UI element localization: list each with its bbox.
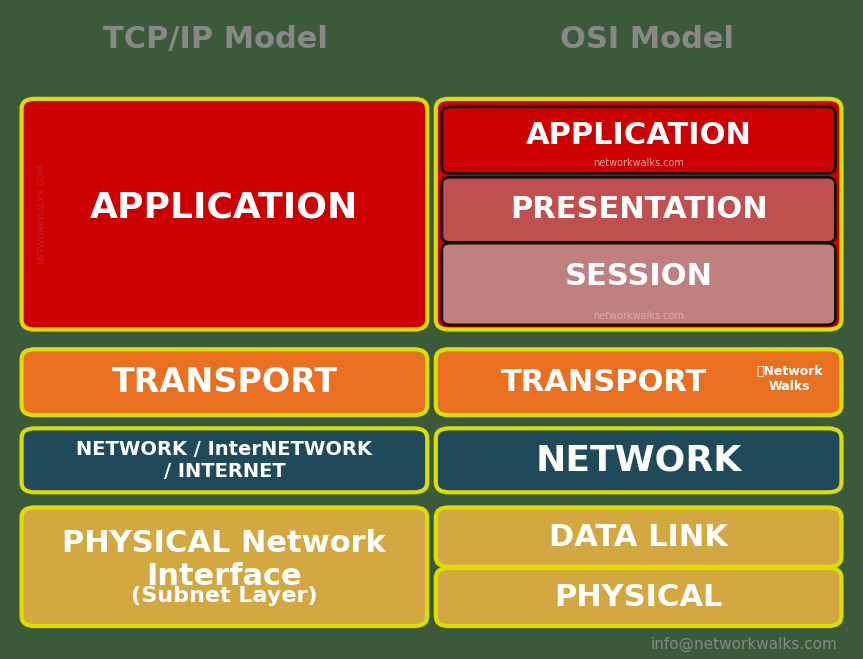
FancyBboxPatch shape xyxy=(22,349,427,415)
FancyBboxPatch shape xyxy=(442,243,835,325)
Text: OSI Model: OSI Model xyxy=(560,25,734,54)
FancyBboxPatch shape xyxy=(22,99,427,330)
Text: SESSION: SESSION xyxy=(564,262,713,291)
Text: PRESENTATION: PRESENTATION xyxy=(510,195,767,225)
Text: networkwalks.com: networkwalks.com xyxy=(593,158,684,169)
Text: TRANSPORT: TRANSPORT xyxy=(501,368,707,397)
Text: (Subnet Layer): (Subnet Layer) xyxy=(131,587,318,606)
Text: 🌐Network
Walks: 🌐Network Walks xyxy=(756,365,823,393)
Text: NETWORKWALKS.COM: NETWORKWALKS.COM xyxy=(37,164,46,264)
FancyBboxPatch shape xyxy=(442,107,835,173)
Text: APPLICATION: APPLICATION xyxy=(91,190,358,225)
Text: TRANSPORT: TRANSPORT xyxy=(111,366,337,399)
FancyBboxPatch shape xyxy=(436,428,841,492)
Text: networkwalks.com: networkwalks.com xyxy=(593,311,684,322)
Text: DATA LINK: DATA LINK xyxy=(549,523,728,552)
Text: NETWORK / InterNETWORK
/ INTERNET: NETWORK / InterNETWORK / INTERNET xyxy=(77,440,372,481)
Text: info@networkwalks.com: info@networkwalks.com xyxy=(650,637,837,652)
Text: APPLICATION: APPLICATION xyxy=(526,121,752,150)
FancyBboxPatch shape xyxy=(436,568,841,626)
Text: PHYSICAL: PHYSICAL xyxy=(554,583,723,612)
Text: NETWORK: NETWORK xyxy=(536,444,741,477)
FancyBboxPatch shape xyxy=(436,349,841,415)
FancyBboxPatch shape xyxy=(442,177,835,243)
Text: PHYSICAL Network
Interface: PHYSICAL Network Interface xyxy=(62,529,387,591)
FancyBboxPatch shape xyxy=(436,99,841,330)
FancyBboxPatch shape xyxy=(22,507,427,626)
FancyBboxPatch shape xyxy=(436,507,841,567)
Text: TCP/IP Model: TCP/IP Model xyxy=(104,25,328,54)
FancyBboxPatch shape xyxy=(22,428,427,492)
